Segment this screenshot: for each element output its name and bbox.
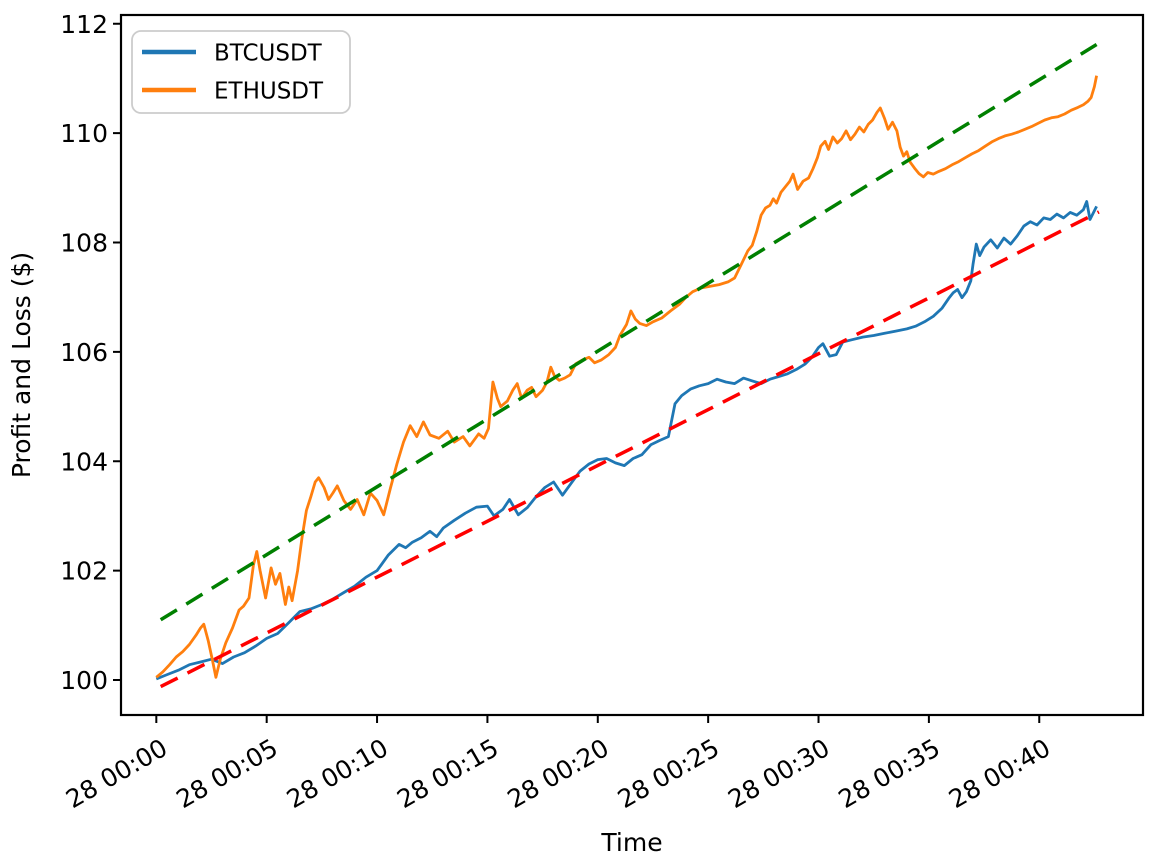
legend-label-ethusdt: ETHUSDT <box>214 79 324 105</box>
y-tick-label: 110 <box>60 119 108 148</box>
y-tick-label: 108 <box>60 229 108 258</box>
y-tick-label: 104 <box>60 447 108 476</box>
y-tick-label: 102 <box>60 557 108 586</box>
y-tick-label: 106 <box>60 338 108 367</box>
x-axis-title: Time <box>600 828 662 857</box>
legend-label-btcusdt: BTCUSDT <box>214 41 323 67</box>
axes-frame <box>119 13 1145 717</box>
y-axis-title: Profit and Loss ($) <box>7 252 36 478</box>
legend: BTCUSDT ETHUSDT <box>131 30 351 114</box>
y-axis: 100 102 104 106 108 110 112 <box>60 10 121 695</box>
ethusdt-line <box>155 75 1098 679</box>
y-tick-label: 100 <box>60 666 108 695</box>
ethusdt-trendline-line <box>159 43 1098 622</box>
btcusdt-trendline-line <box>159 210 1100 689</box>
y-tick-label: 112 <box>60 10 108 39</box>
btcusdt-line <box>155 200 1098 681</box>
